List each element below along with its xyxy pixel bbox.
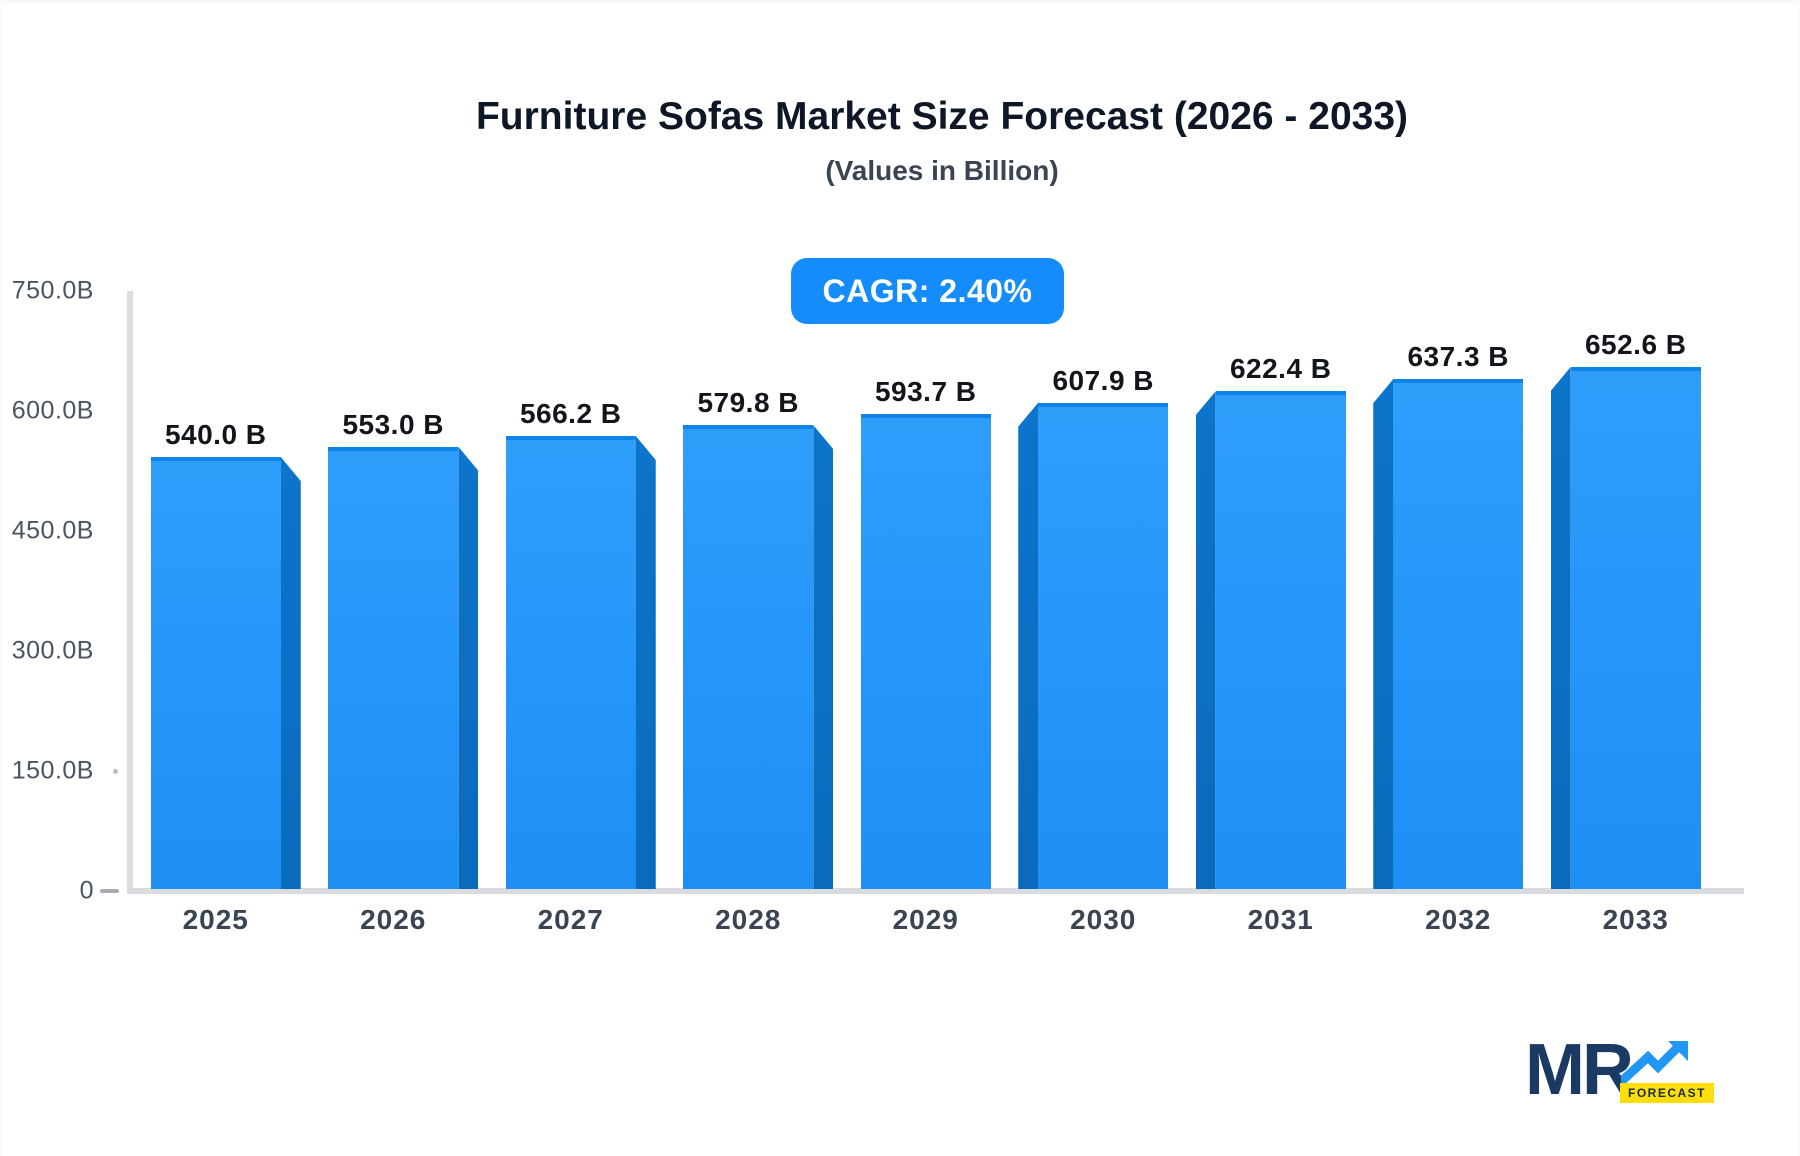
bar-side-face — [1018, 402, 1039, 889]
bar — [683, 425, 814, 889]
y-tick-label: 150.0B — [11, 756, 94, 785]
bar — [1038, 402, 1169, 889]
bar-side-face — [280, 457, 301, 889]
bar-value-label: 652.6 B — [1584, 328, 1687, 360]
logo-text: MR — [1525, 1030, 1634, 1110]
x-axis-label: 2032 — [1425, 904, 1492, 935]
bar-value-label: 566.2 B — [519, 398, 622, 430]
x-axis-label: 2029 — [892, 904, 959, 935]
y-tick-label: 750.0B — [11, 276, 94, 305]
bar-side-face — [1550, 366, 1571, 889]
bar-value-label: 553.0 B — [342, 408, 445, 440]
bar-side-face — [458, 446, 479, 889]
x-axis-label: 2028 — [715, 904, 782, 935]
bar — [328, 446, 459, 889]
bar-side-face — [635, 436, 656, 889]
bar-side-face — [1373, 379, 1394, 889]
bar-value-label: 593.7 B — [874, 376, 977, 408]
bar-value-label: 579.8 B — [697, 387, 800, 419]
y-tick-label: 600.0B — [11, 396, 94, 425]
chart-header: Furniture Sofas Market Size Forecast (20… — [142, 95, 1742, 187]
x-axis-label: 2031 — [1247, 904, 1314, 935]
bar-side-face — [1195, 391, 1216, 889]
bar — [505, 436, 636, 889]
y-tick-mark — [113, 769, 118, 774]
cagr-badge: CAGR: 2.40% — [791, 258, 1064, 324]
bar — [1393, 379, 1524, 889]
x-axis-label: 2026 — [360, 904, 427, 935]
bar-side-face — [813, 425, 834, 889]
x-axis-label: 2027 — [537, 904, 604, 935]
plot-area: 750.0B 600.0B 450.0B 300.0B 150.0B 0 540.0 B 20… — [2, 3, 1798, 1156]
chart-subtitle: (Values in Billion) — [825, 155, 1059, 186]
bar-value-label: 607.9 B — [1052, 364, 1155, 396]
bar-value-label: 637.3 B — [1407, 341, 1510, 373]
logo-forecast-label: FORECAST — [1620, 1083, 1714, 1103]
bar — [150, 457, 281, 889]
y-tick-label: 300.0B — [11, 636, 94, 665]
bar-value-label: 540.0 B — [164, 419, 267, 450]
bar — [860, 414, 991, 889]
brand-logo: MR FORECAST — [1525, 1030, 1714, 1111]
x-axis-label: 2030 — [1070, 904, 1137, 935]
y-axis-line — [127, 291, 133, 891]
x-axis-label: 2025 — [182, 904, 249, 935]
y-tick-label: 450.0B — [11, 516, 94, 545]
bar — [1570, 366, 1701, 889]
trend-arrow-icon — [1621, 1041, 1688, 1083]
x-axis-label: 2033 — [1602, 904, 1669, 935]
y-tick-label: 0 — [79, 876, 94, 905]
bar-value-label: 622.4 B — [1229, 353, 1332, 385]
chart-title: Furniture Sofas Market Size Forecast (20… — [475, 95, 1409, 138]
x-axis-baseline — [127, 888, 1744, 894]
y-tick-mark — [100, 889, 119, 893]
bar — [1215, 391, 1346, 889]
